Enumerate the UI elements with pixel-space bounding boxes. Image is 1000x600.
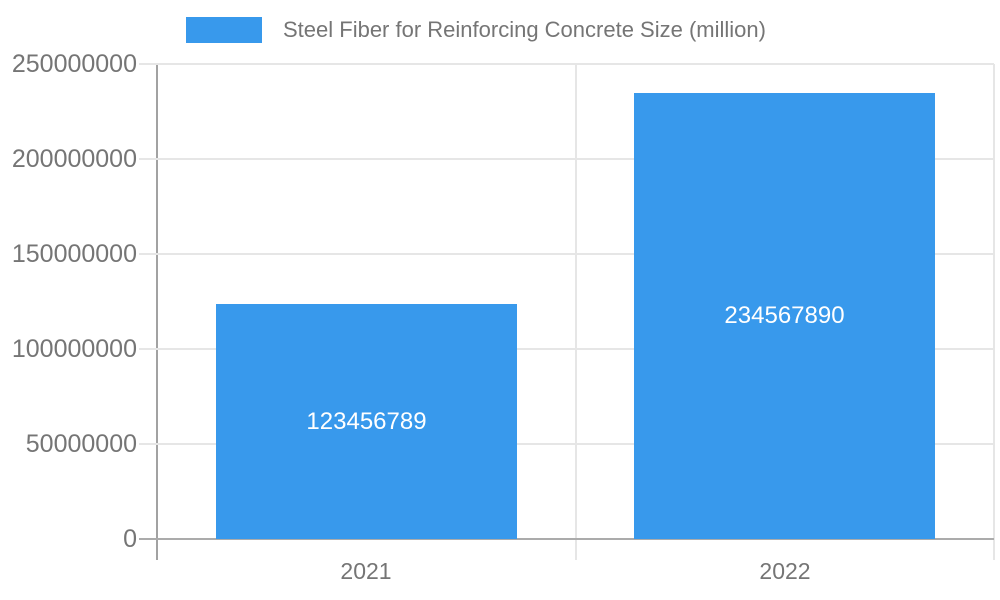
y-tick-label: 200000000 bbox=[11, 145, 137, 173]
plot-right-border bbox=[993, 64, 995, 560]
bar-2021[interactable]: 123456789 bbox=[216, 304, 517, 539]
gridline bbox=[139, 443, 994, 445]
x-tick-label-2022: 2022 bbox=[759, 558, 811, 584]
gridline bbox=[139, 348, 994, 350]
category-divider-line bbox=[574, 64, 577, 560]
legend-label: Steel Fiber for Reinforcing Concrete Siz… bbox=[283, 17, 766, 42]
gridline bbox=[139, 63, 994, 65]
gridline bbox=[139, 253, 994, 255]
y-tick-label: 250000000 bbox=[11, 50, 137, 78]
bar-2022[interactable]: 234567890 bbox=[634, 93, 935, 539]
legend-item[interactable]: Steel Fiber for Reinforcing Concrete Siz… bbox=[186, 17, 766, 43]
y-tick-label: 50000000 bbox=[25, 430, 137, 458]
bar-value-label: 123456789 bbox=[306, 407, 427, 435]
y-axis-line bbox=[156, 64, 158, 560]
x-axis-baseline bbox=[139, 538, 994, 540]
y-tick-label: 0 bbox=[123, 525, 137, 553]
legend-swatch bbox=[186, 17, 262, 43]
gridline bbox=[139, 158, 994, 160]
bar-value-label: 234567890 bbox=[724, 302, 845, 330]
y-tick-label: 100000000 bbox=[11, 335, 137, 363]
x-tick-label-2021: 2021 bbox=[340, 558, 392, 584]
y-tick-label: 150000000 bbox=[11, 240, 137, 268]
